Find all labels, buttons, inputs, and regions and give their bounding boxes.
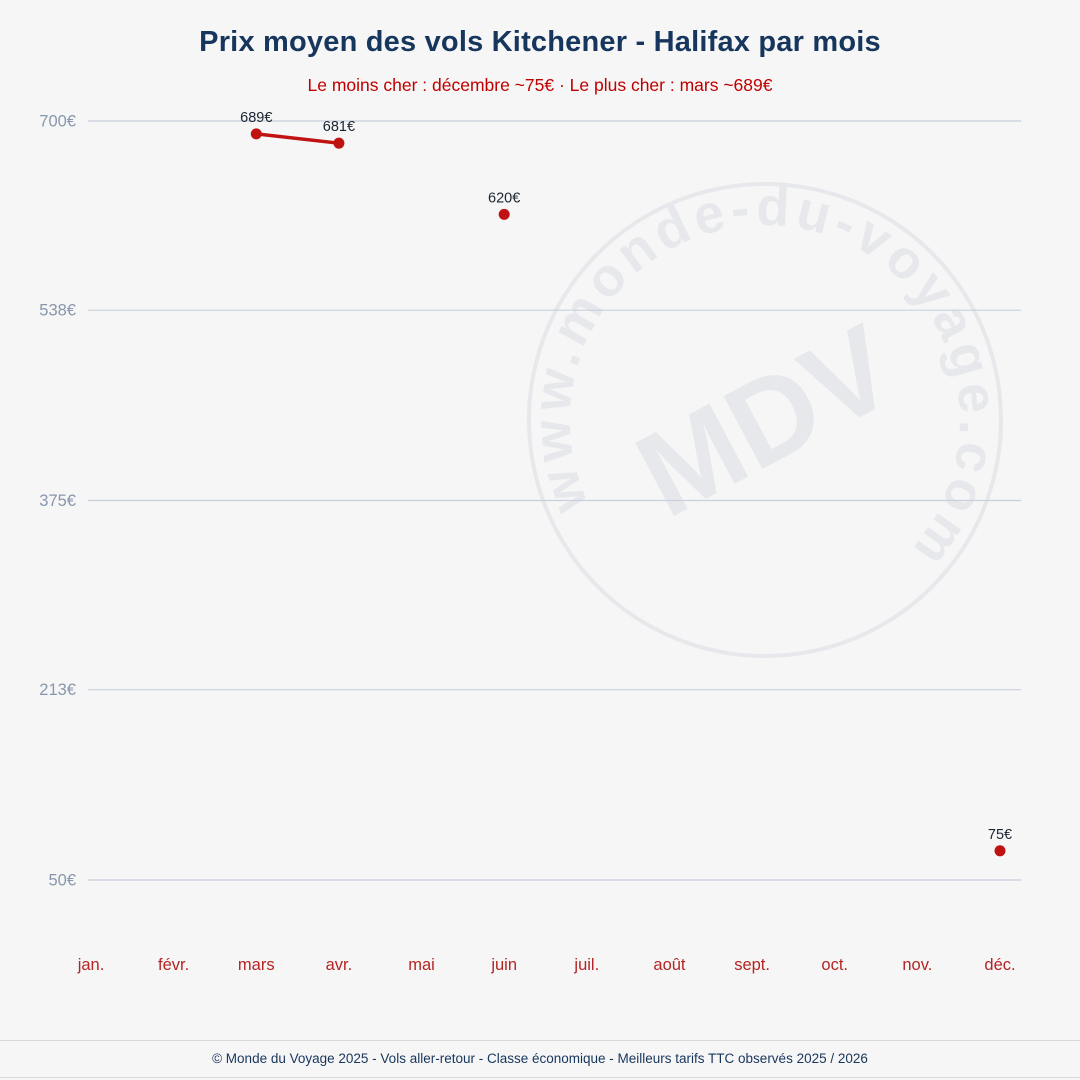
x-axis-month-label: avr. — [326, 956, 353, 974]
footer: © Monde du Voyage 2025 - Vols aller-reto… — [0, 1040, 1080, 1078]
price-point-label: 75€ — [988, 827, 1012, 843]
price-point — [333, 137, 345, 149]
x-axis-month-label: févr. — [158, 956, 189, 974]
x-axis-month-label: déc. — [984, 956, 1015, 974]
watermark-ring — [527, 181, 1003, 658]
price-line-segment — [254, 132, 341, 145]
x-axis-month-label: juil. — [573, 956, 599, 974]
price-point — [250, 128, 262, 140]
x-axis-month-label: juin — [490, 956, 517, 974]
price-point-label: 620€ — [488, 190, 520, 206]
y-axis-tick-label: 213€ — [39, 681, 76, 699]
x-axis-month-label: jan. — [77, 956, 105, 974]
x-axis-month-label: mars — [238, 956, 275, 974]
x-axis-layer: jan. févr. mars avr. mai juin juil. août sept. oc… — [77, 956, 1016, 974]
y-axis-tick-label: 375€ — [39, 492, 76, 510]
x-axis-month-label: oct. — [821, 956, 848, 974]
page-subtitle: Le moins cher : décembre ~75€ · Le plus … — [307, 75, 773, 95]
series-layer: 689€ 681€ 620€ 75€ — [240, 110, 1012, 857]
y-axis-tick-label: 700€ — [39, 113, 76, 131]
y-axis-layer: 700€ 538€ 375€ 213€ 50€ — [39, 113, 76, 890]
watermark: www.monde-du-voyage.com MDV — [435, 91, 1080, 737]
x-axis-month-label: sept. — [734, 956, 770, 974]
price-point — [498, 208, 510, 220]
page-title: Prix moyen des vols Kitchener - Halifax … — [199, 26, 881, 58]
price-point-label: 681€ — [323, 119, 355, 135]
x-axis-month-label: mai — [408, 956, 435, 974]
footer-text: © Monde du Voyage 2025 - Vols aller-reto… — [212, 1051, 868, 1066]
y-axis-tick-label: 538€ — [39, 302, 76, 320]
x-axis-month-label: nov. — [902, 956, 932, 974]
price-point — [994, 845, 1006, 857]
x-axis-month-label: août — [653, 956, 686, 974]
gridlines-layer — [88, 120, 1021, 881]
price-point-label: 689€ — [240, 110, 272, 126]
y-axis-tick-label: 50€ — [48, 872, 76, 890]
watermark-center-text: MDV — [616, 299, 914, 543]
